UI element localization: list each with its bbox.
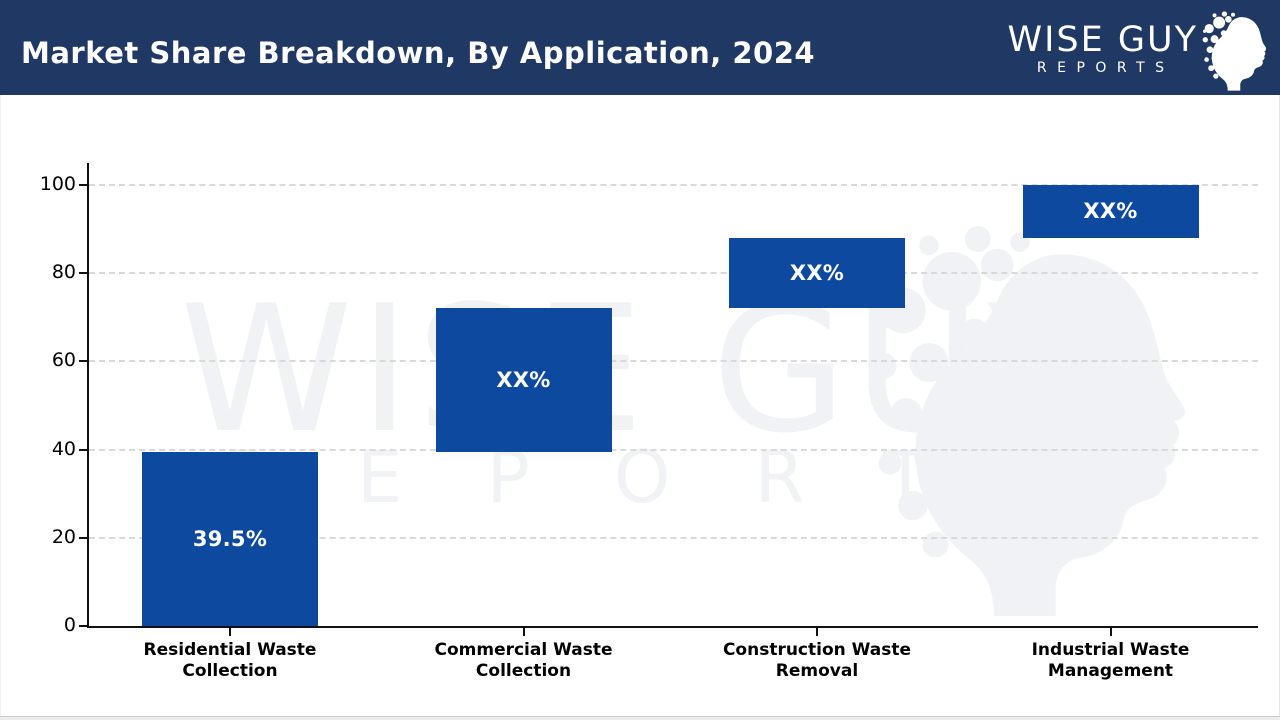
header-bar: Market Share Breakdown, By Application, …: [0, 0, 1280, 95]
y-tick-mark-60: [79, 360, 88, 363]
y-tick-mark-40: [79, 448, 88, 451]
x-axis-line: [87, 626, 1258, 628]
y-axis-line: [87, 163, 89, 628]
bar-value-label-3: XX%: [1083, 199, 1138, 224]
x-tick-mark-3: [1109, 628, 1112, 636]
gridline-40: [89, 448, 1258, 451]
y-tick-label-20: 20: [51, 525, 76, 548]
y-tick-label-40: 40: [51, 437, 76, 460]
x-category-label-3: Industrial Waste Management: [1031, 640, 1190, 681]
gridline-20: [89, 536, 1258, 539]
gridline-100: [89, 184, 1258, 186]
bar-value-label-2: XX%: [789, 261, 845, 286]
y-tick-mark-100: [79, 184, 88, 186]
y-tick-label-100: 100: [39, 173, 76, 195]
y-tick-mark-0: [79, 625, 88, 627]
y-tick-label-0: 0: [63, 614, 76, 636]
bar-segment-3: XX%: [1022, 185, 1199, 238]
gridline-80: [89, 272, 1258, 275]
x-category-label-1: Commercial Waste Collection: [434, 640, 613, 681]
gridline-60: [89, 360, 1258, 363]
wise-guy-reports-logo: WISE GUY REPORTS: [1007, 6, 1266, 91]
bar-segment-0: 39.5%: [142, 451, 318, 626]
x-tick-mark-1: [522, 628, 525, 636]
logo-head-icon: [1202, 11, 1266, 91]
bar-segment-2: XX%: [729, 237, 905, 309]
y-tick-label-80: 80: [51, 261, 76, 284]
chart-title: Market Share Breakdown, By Application, …: [21, 36, 816, 70]
bar-value-label-0: 39.5%: [192, 526, 268, 551]
bar-value-label-1: XX%: [496, 368, 551, 393]
logo-text: WISE GUY REPORTS: [1007, 22, 1198, 76]
bottom-strip: [0, 717, 1280, 720]
x-category-label-2: Construction Waste Removal: [722, 640, 912, 681]
y-tick-mark-80: [79, 272, 88, 275]
bar-segment-1: XX%: [435, 308, 612, 452]
logo-wordmark: WISE GUY: [1007, 20, 1198, 60]
logo-subtitle: REPORTS: [1036, 59, 1175, 76]
y-tick-label-60: 60: [51, 349, 76, 372]
x-tick-mark-2: [816, 628, 818, 636]
y-tick-mark-20: [79, 536, 88, 539]
x-category-label-0: Residential Waste Collection: [143, 640, 317, 681]
bottom-hairline: [0, 716, 1280, 717]
x-tick-mark-0: [229, 628, 231, 636]
